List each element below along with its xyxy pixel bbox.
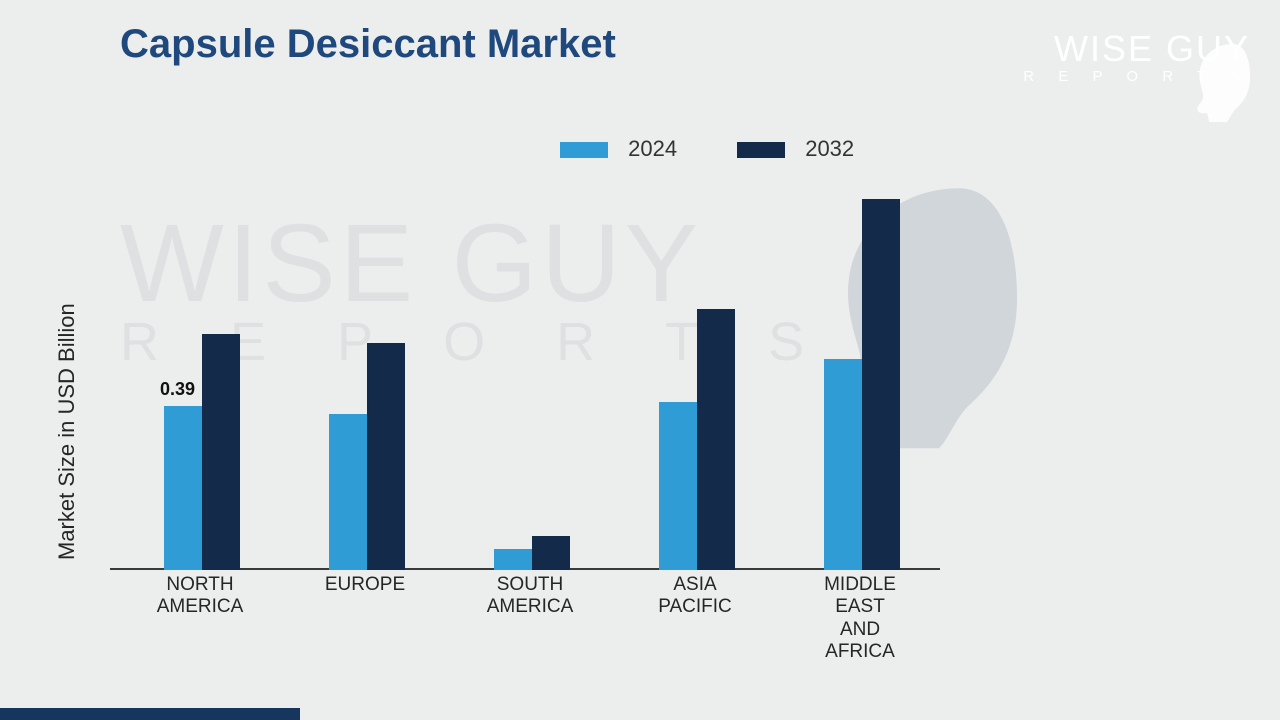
legend-item-2024: 2024: [560, 136, 677, 162]
legend-label-2024: 2024: [628, 136, 677, 161]
page-root: WISE GUY R E P O R T S WISE GUY R E P O …: [0, 0, 1280, 720]
x-label: SOUTHAMERICA: [460, 574, 600, 619]
legend-swatch-2024: [560, 142, 608, 158]
bar-2032: [532, 536, 570, 570]
bar-2024: [329, 414, 367, 570]
brand-logo: WISE GUY R E P O R T S: [1023, 28, 1250, 85]
logo-head-icon: [1176, 38, 1254, 126]
chart-plot: 0.39: [110, 170, 940, 570]
bar-2032: [862, 199, 900, 570]
legend: 2024 2032: [560, 136, 854, 162]
x-label: MIDDLEEASTANDAFRICA: [790, 574, 930, 664]
footer-bar: [0, 708, 300, 720]
bar-2032: [367, 343, 405, 570]
legend-item-2032: 2032: [737, 136, 854, 162]
bar-2024: [164, 406, 202, 570]
bar-2032: [202, 334, 240, 570]
x-label: NORTHAMERICA: [130, 574, 270, 619]
bar-2024: [494, 549, 532, 570]
x-label: EUROPE: [295, 574, 435, 596]
chart-title: Capsule Desiccant Market: [120, 22, 616, 67]
legend-swatch-2032: [737, 142, 785, 158]
x-label: ASIAPACIFIC: [625, 574, 765, 619]
value-label: 0.39: [160, 379, 195, 400]
bar-2024: [824, 359, 862, 570]
bar-2032: [697, 309, 735, 570]
bar-2024: [659, 402, 697, 570]
y-axis-label: Market Size in USD Billion: [54, 303, 80, 560]
legend-label-2032: 2032: [805, 136, 854, 161]
